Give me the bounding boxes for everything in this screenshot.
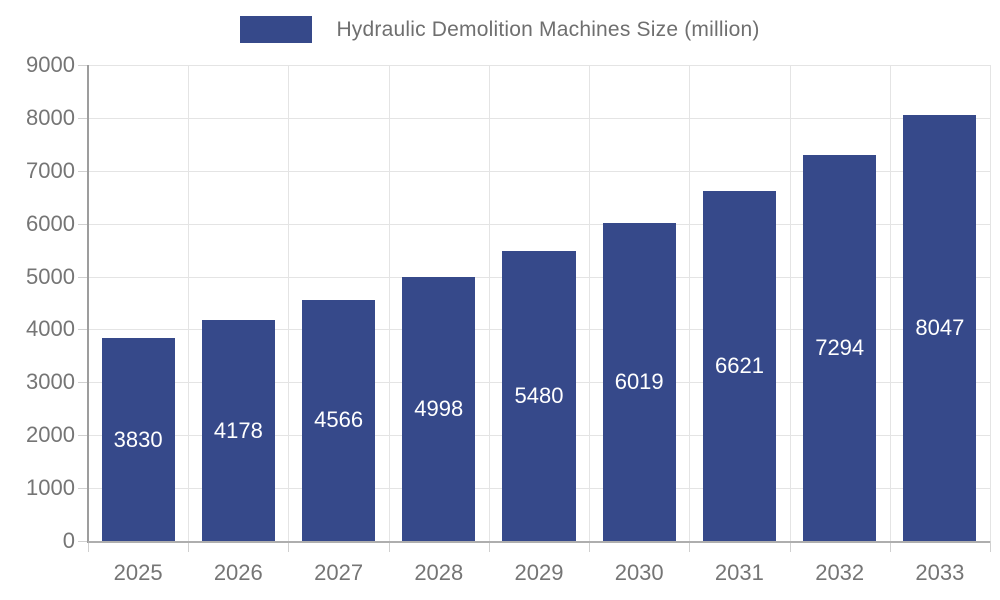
bar: 4178 <box>201 320 275 541</box>
bar-value-label: 4178 <box>213 417 263 443</box>
x-tick <box>288 541 289 552</box>
y-axis-label: 7000 <box>26 158 75 183</box>
x-gridline <box>890 65 891 541</box>
bar: 4998 <box>402 276 476 541</box>
x-tick <box>88 541 89 552</box>
y-axis-label: 5000 <box>26 264 75 289</box>
bar: 8047 <box>903 115 977 541</box>
y-tick <box>78 435 87 436</box>
x-gridline <box>288 65 289 541</box>
y-tick <box>78 171 87 172</box>
bar: 6621 <box>702 190 777 541</box>
y-axis-label: 3000 <box>26 369 75 394</box>
bar-value-label: 4998 <box>414 395 464 421</box>
x-tick <box>689 541 690 552</box>
x-gridline <box>389 65 390 541</box>
bar-value-label: 3830 <box>113 426 163 452</box>
legend-label: Hydraulic Demolition Machines Size (mill… <box>336 17 760 41</box>
bar: 7294 <box>803 155 877 541</box>
y-axis-label: 8000 <box>26 105 75 130</box>
y-axis-label: 0 <box>62 528 75 553</box>
y-tick <box>78 488 87 489</box>
x-tick <box>890 541 891 552</box>
bar: 6019 <box>602 222 676 541</box>
y-tick <box>78 118 87 119</box>
x-gridline <box>689 65 690 541</box>
x-gridline <box>188 65 189 541</box>
y-axis-label: 1000 <box>26 475 75 500</box>
x-axis-label: 2027 <box>314 560 364 585</box>
x-tick <box>188 541 189 552</box>
y-tick <box>78 541 87 542</box>
y-gridline <box>88 118 990 119</box>
y-axis-label: 2000 <box>26 422 75 447</box>
y-tick <box>78 224 87 225</box>
y-axis-line <box>87 65 89 543</box>
x-axis-label: 2032 <box>815 560 865 585</box>
y-tick <box>78 382 87 383</box>
x-tick <box>389 541 390 552</box>
x-axis-label: 2030 <box>614 560 664 585</box>
legend-swatch <box>240 16 313 43</box>
y-tick <box>78 329 87 330</box>
x-gridline <box>589 65 590 541</box>
x-gridline <box>990 65 991 541</box>
x-gridline <box>489 65 490 541</box>
x-axis-line <box>88 541 990 543</box>
y-axis-label: 4000 <box>26 316 75 341</box>
x-axis-label: 2025 <box>113 560 163 585</box>
bar-value-label: 4566 <box>314 407 364 433</box>
x-axis-label: 2028 <box>414 560 464 585</box>
bar: 4566 <box>302 299 376 541</box>
bar-value-label: 5480 <box>514 383 564 409</box>
bar: 5480 <box>502 251 576 541</box>
bar-value-label: 7294 <box>815 335 865 361</box>
x-tick <box>589 541 590 552</box>
x-tick <box>990 541 991 552</box>
bar: 3830 <box>101 338 175 541</box>
y-axis-label: 6000 <box>26 211 75 236</box>
x-axis-label: 2033 <box>915 560 965 585</box>
x-axis-label: 2026 <box>213 560 263 585</box>
y-tick <box>78 277 87 278</box>
x-axis-label: 2029 <box>514 560 564 585</box>
y-gridline <box>88 65 990 66</box>
y-tick <box>78 65 87 66</box>
bar-value-label: 8047 <box>915 315 965 341</box>
x-axis-label: 2031 <box>714 560 764 585</box>
bar-value-label: 6019 <box>614 368 664 394</box>
x-gridline <box>790 65 791 541</box>
bar-value-label: 6621 <box>715 352 764 378</box>
y-axis-label: 9000 <box>26 52 75 77</box>
y-gridline <box>88 224 990 225</box>
x-tick <box>489 541 490 552</box>
legend[interactable]: Hydraulic Demolition Machines Size (mill… <box>0 16 1000 43</box>
x-tick <box>790 541 791 552</box>
y-gridline <box>88 171 990 172</box>
